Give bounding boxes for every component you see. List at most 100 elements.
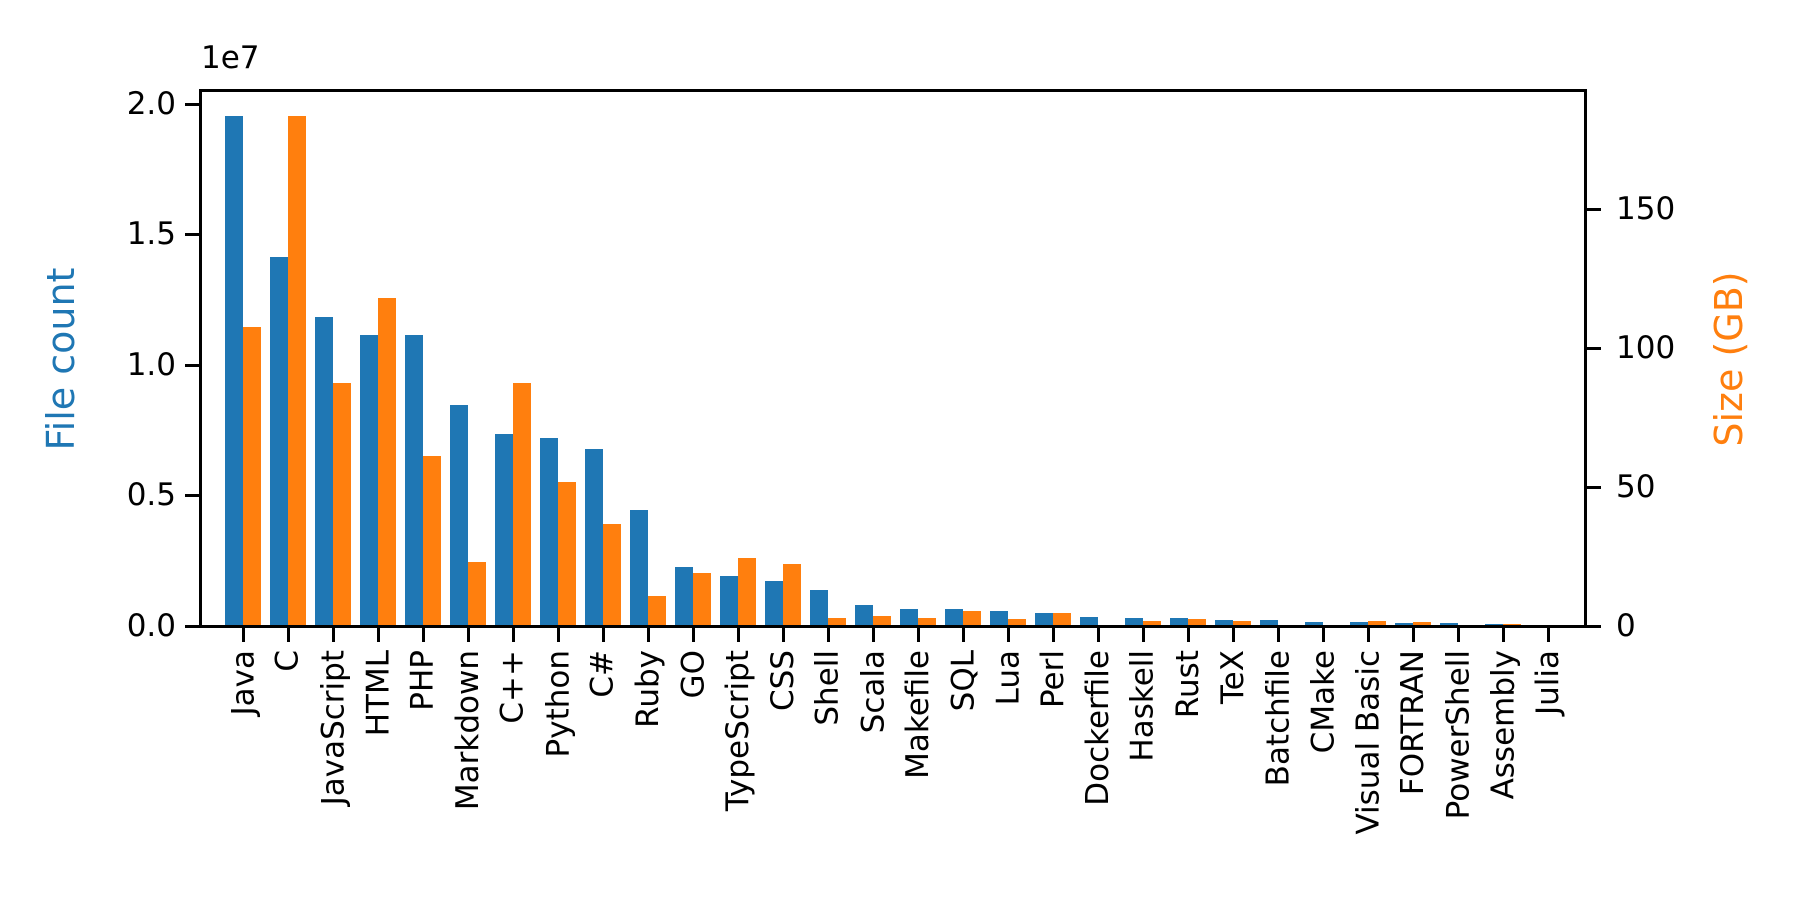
- x-tick-mark: [736, 628, 740, 642]
- bar-file-count: [630, 509, 648, 627]
- x-tick-mark: [916, 628, 920, 642]
- x-tick-label: C#: [585, 650, 621, 698]
- x-tick-mark: [1456, 628, 1460, 642]
- bar-size-gb: [1368, 621, 1386, 627]
- y-tick-label-left: 0.5: [126, 477, 176, 514]
- x-tick-mark: [1546, 628, 1550, 642]
- x-tick-mark: [556, 628, 560, 642]
- x-tick-label: Batchfile: [1260, 650, 1296, 787]
- x-tick-mark: [961, 628, 965, 642]
- bar-size-gb: [693, 572, 711, 627]
- x-tick-mark: [1006, 628, 1010, 642]
- bar-size-gb: [243, 327, 261, 627]
- x-tick-label: Ruby: [630, 650, 666, 728]
- bar-size-gb: [1008, 618, 1026, 627]
- bar-size-gb: [513, 382, 531, 627]
- y-tick-label-left: 1.5: [126, 216, 176, 253]
- x-tick-label: Rust: [1170, 650, 1206, 719]
- x-tick-mark: [286, 628, 290, 642]
- x-tick-label: PHP: [405, 650, 441, 711]
- x-tick-label: Visual Basic: [1350, 650, 1386, 835]
- x-tick-mark: [1411, 628, 1415, 642]
- x-tick-label: TeX: [1215, 650, 1251, 704]
- x-tick-mark: [331, 628, 335, 642]
- x-tick-mark: [1276, 628, 1280, 642]
- x-tick-label: SQL: [945, 650, 981, 712]
- bar-file-count: [945, 609, 963, 627]
- x-tick-mark: [511, 628, 515, 642]
- y-tick-label-right: 0: [1616, 608, 1636, 644]
- y-tick-mark-right: [1586, 486, 1601, 490]
- y-tick-label-left: 0.0: [126, 608, 176, 644]
- bar-size-gb: [423, 455, 441, 627]
- bar-size-gb: [918, 618, 936, 627]
- bar-file-count: [315, 317, 333, 627]
- x-tick-mark: [1096, 628, 1100, 642]
- y-tick-label-right: 50: [1616, 469, 1656, 506]
- bar-size-gb: [1053, 613, 1071, 627]
- x-tick-label: Dockerfile: [1080, 650, 1116, 806]
- x-tick-label: Java: [225, 650, 261, 716]
- x-tick-mark: [1366, 628, 1370, 642]
- x-tick-mark: [1051, 628, 1055, 642]
- y-tick-label-left: 1.0: [126, 346, 176, 383]
- bar-file-count: [540, 437, 558, 627]
- x-tick-mark: [1321, 628, 1325, 642]
- x-tick-label: GO: [675, 650, 711, 699]
- x-tick-mark: [1501, 628, 1505, 642]
- bar-file-count: [1215, 619, 1233, 627]
- axes-frame: [198, 89, 1587, 628]
- y-tick-mark-left: [184, 494, 199, 498]
- x-tick-mark: [1231, 628, 1235, 642]
- bar-file-count: [495, 433, 513, 627]
- x-tick-label: Shell: [810, 650, 846, 726]
- x-tick-label: Makefile: [900, 650, 936, 779]
- x-tick-mark: [781, 628, 785, 642]
- bar-size-gb: [288, 116, 306, 627]
- x-tick-label: Python: [540, 650, 576, 758]
- bar-size-gb: [378, 298, 396, 627]
- bar-file-count: [1035, 613, 1053, 627]
- bar-file-count: [765, 581, 783, 627]
- bar-size-gb: [828, 618, 846, 627]
- bar-size-gb: [963, 610, 981, 627]
- bar-file-count: [1395, 622, 1413, 627]
- x-tick-mark: [466, 628, 470, 642]
- bar-file-count: [1440, 622, 1458, 627]
- x-tick-label: Markdown: [450, 650, 486, 811]
- y-tick-mark-right: [1586, 625, 1601, 628]
- bar-file-count: [585, 448, 603, 627]
- bar-file-count: [1125, 617, 1143, 627]
- bar-size-gb: [603, 524, 621, 627]
- bar-size-gb: [333, 382, 351, 627]
- bar-size-gb: [783, 563, 801, 627]
- bar-size-gb: [558, 482, 576, 627]
- axis-offset-label: 1e7: [201, 40, 260, 76]
- bar-file-count: [1260, 620, 1278, 627]
- x-tick-label: C: [270, 650, 306, 672]
- x-tick-mark: [601, 628, 605, 642]
- bar-size-gb: [1233, 620, 1251, 627]
- bar-file-count: [225, 116, 243, 627]
- x-tick-label: TypeScript: [720, 650, 756, 812]
- x-tick-mark: [871, 628, 875, 642]
- x-tick-label: JavaScript: [315, 650, 351, 806]
- x-tick-mark: [241, 628, 245, 642]
- x-tick-label: Scala: [855, 650, 891, 734]
- y-tick-mark-right: [1586, 208, 1601, 212]
- x-tick-label: CMake: [1305, 650, 1341, 754]
- bar-size-gb: [648, 596, 666, 627]
- x-tick-label: Haskell: [1125, 650, 1161, 762]
- bar-file-count: [990, 611, 1008, 627]
- bar-file-count: [1080, 616, 1098, 627]
- x-tick-label: Perl: [1035, 650, 1071, 709]
- x-tick-mark: [826, 628, 830, 642]
- bar-size-gb: [1143, 621, 1161, 627]
- bar-file-count: [360, 334, 378, 627]
- y-tick-mark-right: [1586, 347, 1601, 351]
- bar-file-count: [675, 567, 693, 627]
- bar-file-count: [1170, 618, 1188, 627]
- x-tick-label: PowerShell: [1440, 650, 1476, 820]
- y-axis-label-right: Size (GB): [1707, 271, 1751, 447]
